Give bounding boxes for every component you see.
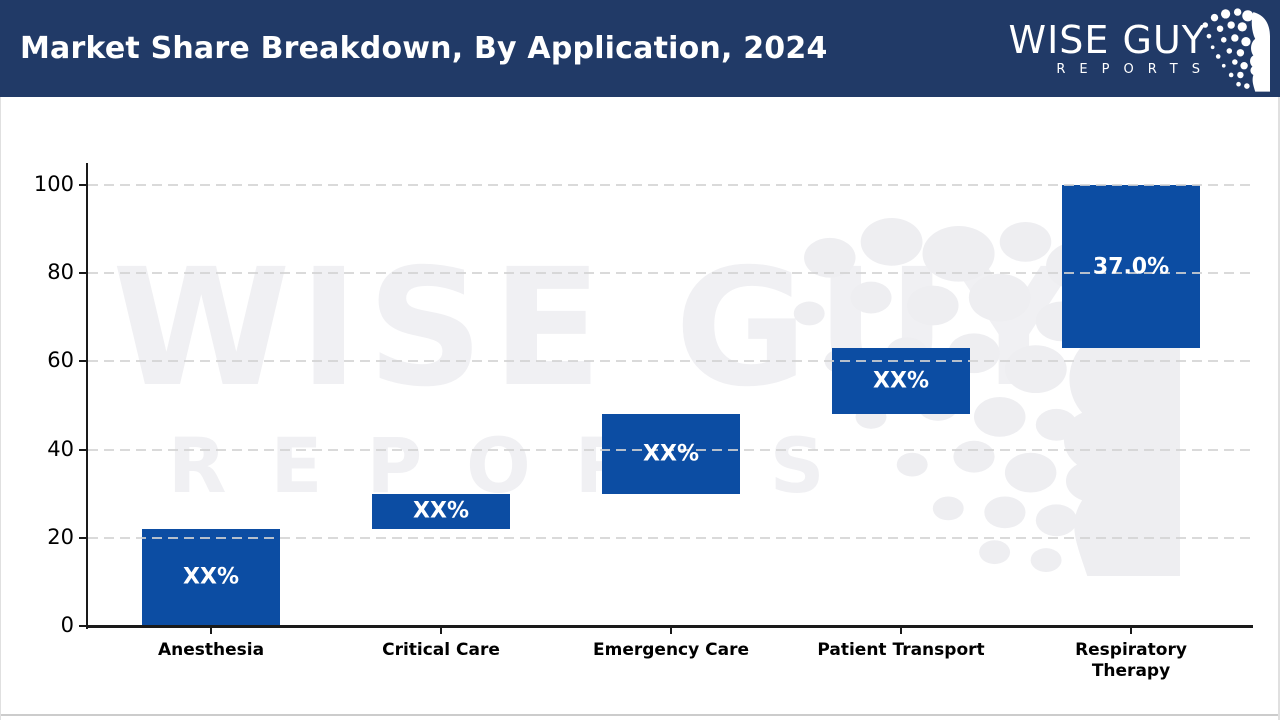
bar-respiratory-therapy — [1062, 185, 1200, 349]
y-tick-label: 40 — [47, 436, 74, 461]
bar-critical-care — [372, 493, 510, 529]
bar-emergency-care — [602, 414, 740, 494]
y-axis-line — [86, 163, 88, 629]
y-tick-label: 0 — [60, 613, 74, 637]
logo-face-icon — [1202, 8, 1270, 92]
y-tick-mark — [79, 536, 88, 539]
bar-value-label: XX% — [183, 564, 239, 590]
x-tick-label: Patient Transport — [817, 640, 985, 660]
x-tick-label: Anesthesia — [157, 640, 265, 660]
page-title: Market Share Breakdown, By Application, … — [20, 31, 828, 66]
bottom-border-line — [0, 714, 1280, 716]
x-tick-label: Emergency Care — [593, 640, 749, 660]
bar-anesthesia — [142, 528, 280, 626]
x-axis-line — [86, 625, 1253, 628]
y-tick-label: 80 — [47, 260, 74, 285]
bar-value-label: XX% — [643, 441, 699, 467]
y-tick-label: 60 — [47, 348, 74, 373]
y-tick-mark — [79, 272, 88, 275]
grid-line-20 — [88, 536, 1253, 539]
y-tick-label: 100 — [33, 172, 74, 196]
grid-line-100 — [88, 184, 1253, 186]
x-tick-label: Respiratory Therapy — [1075, 640, 1187, 681]
x-tick-mark — [1130, 626, 1132, 634]
x-tick-mark — [670, 626, 672, 634]
wise-guy-reports-logo: WISE GUY REPORTS — [1009, 4, 1272, 94]
bar-value-label: XX% — [873, 368, 929, 394]
right-border-line — [1278, 97, 1280, 720]
y-tick-mark — [79, 360, 88, 363]
bar-value-label: 37.0% — [1092, 254, 1170, 280]
logo-text: WISE GUY REPORTS — [1009, 20, 1206, 77]
y-tick-mark — [79, 625, 88, 627]
y-tick-label: 20 — [47, 524, 74, 549]
grid-line-80 — [88, 272, 1253, 275]
x-tick-mark — [440, 626, 442, 634]
bar-value-label: XX% — [413, 498, 469, 524]
x-tick-mark — [900, 626, 902, 634]
x-tick-mark — [210, 626, 212, 634]
grid-line-40 — [88, 448, 1253, 451]
logo-reports-text: REPORTS — [1056, 62, 1214, 77]
y-tick-mark — [79, 184, 88, 186]
logo-wise-guy-text: WISE GUY — [1008, 18, 1206, 62]
bar-patient-transport — [832, 348, 970, 415]
grid-line-60 — [88, 360, 1253, 363]
y-tick-mark — [79, 448, 88, 451]
header-bar: Market Share Breakdown, By Application, … — [0, 0, 1280, 97]
watermark-reports: REPORTS — [168, 421, 869, 510]
x-tick-label: Critical Care — [382, 640, 500, 660]
left-border-line — [0, 97, 1, 720]
